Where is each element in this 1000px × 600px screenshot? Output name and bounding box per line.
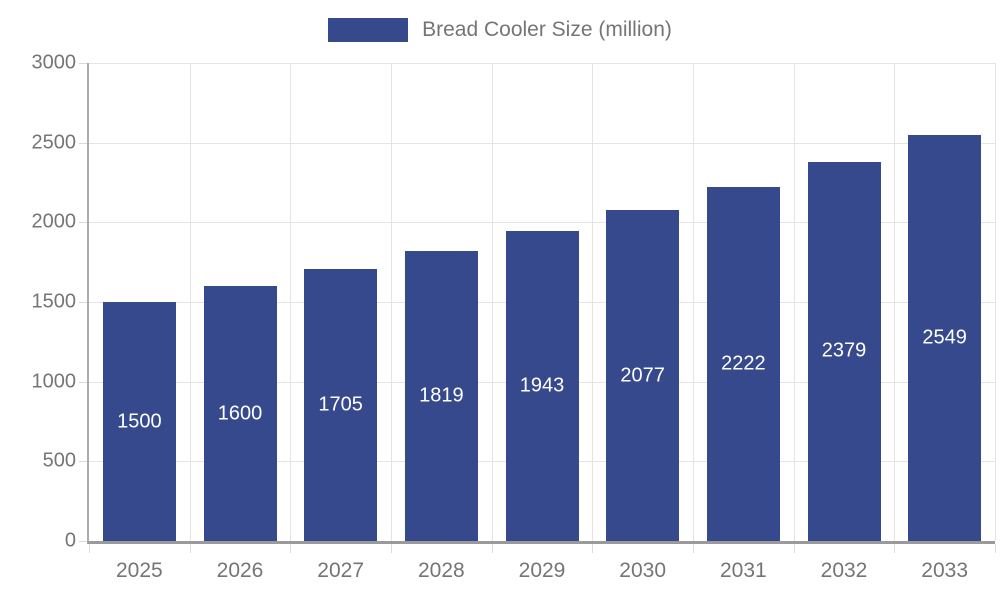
bar-value-label: 1819 (419, 384, 464, 407)
x-gridline (995, 63, 996, 541)
bar-value-label: 2549 (922, 326, 967, 349)
x-gridline (592, 63, 594, 541)
y-tick (79, 461, 87, 463)
bar-value-label: 1705 (318, 393, 363, 416)
y-axis-label: 2000 (31, 210, 77, 233)
bar[interactable]: 1600 (203, 286, 277, 541)
x-tick (894, 544, 896, 553)
x-gridline (491, 63, 493, 541)
plot-area: 0 500 1000 1500 2000 2500 3000 1500 2025 1600 2026… (32, 52, 996, 582)
bar[interactable]: 2549 (908, 134, 982, 541)
x-gridline (894, 63, 896, 541)
x-axis-label: 2030 (619, 559, 667, 582)
y-gridline (89, 222, 995, 224)
x-gridline (693, 63, 694, 541)
bar-value-label: 2077 (620, 364, 665, 387)
x-axis-label: 2029 (518, 559, 566, 582)
x-axis-label: 2032 (820, 559, 868, 582)
y-axis-label: 0 (64, 529, 76, 552)
x-tick (290, 544, 292, 553)
x-tick (693, 544, 694, 553)
bar[interactable]: 1705 (304, 269, 378, 541)
y-tick (79, 142, 87, 144)
y-tick (79, 302, 87, 303)
x-tick (491, 544, 493, 553)
x-tick (391, 544, 392, 553)
y-axis-label: 2500 (31, 131, 77, 154)
y-axis-label: 1500 (31, 290, 77, 313)
x-tick (89, 544, 90, 553)
legend-label: Bread Cooler Size (million) (422, 18, 672, 41)
bar[interactable]: 1819 (404, 251, 478, 541)
bar[interactable]: 2222 (706, 186, 780, 541)
bar-value-label: 2379 (821, 339, 867, 362)
x-tick (592, 544, 594, 553)
y-tick (79, 222, 87, 224)
bar[interactable]: 1500 (102, 302, 176, 541)
y-tick (79, 381, 87, 383)
bar-value-label: 1943 (519, 374, 565, 397)
x-axis-label: 2025 (115, 559, 163, 582)
bar-value-label: 1600 (217, 402, 263, 425)
x-tick (793, 544, 795, 553)
bar-value-label: 2222 (721, 352, 766, 375)
x-axis-label: 2028 (417, 559, 465, 582)
x-tick (189, 544, 191, 553)
x-gridline (189, 63, 191, 541)
y-axis-label: 3000 (31, 51, 77, 74)
bar[interactable]: 2379 (807, 161, 881, 541)
x-axis-label: 2033 (921, 559, 969, 582)
x-axis-label: 2031 (719, 559, 767, 582)
y-axis-label: 500 (42, 449, 76, 472)
x-axis-label: 2027 (317, 559, 365, 582)
legend[interactable]: Bread Cooler Size (million) (0, 18, 1000, 42)
y-tick (79, 63, 87, 64)
legend-swatch-icon (328, 18, 409, 42)
bar[interactable]: 1943 (505, 231, 579, 541)
y-gridline (89, 63, 995, 64)
x-tick (995, 544, 996, 553)
y-gridline (89, 142, 995, 144)
bar[interactable]: 2077 (606, 210, 680, 541)
x-axis-label: 2026 (216, 559, 264, 582)
y-tick (79, 541, 87, 542)
bar-value-label: 1500 (117, 410, 162, 432)
x-gridline (793, 63, 795, 541)
y-axis-label: 1000 (31, 370, 77, 393)
x-gridline (391, 63, 392, 541)
x-gridline (290, 63, 292, 541)
